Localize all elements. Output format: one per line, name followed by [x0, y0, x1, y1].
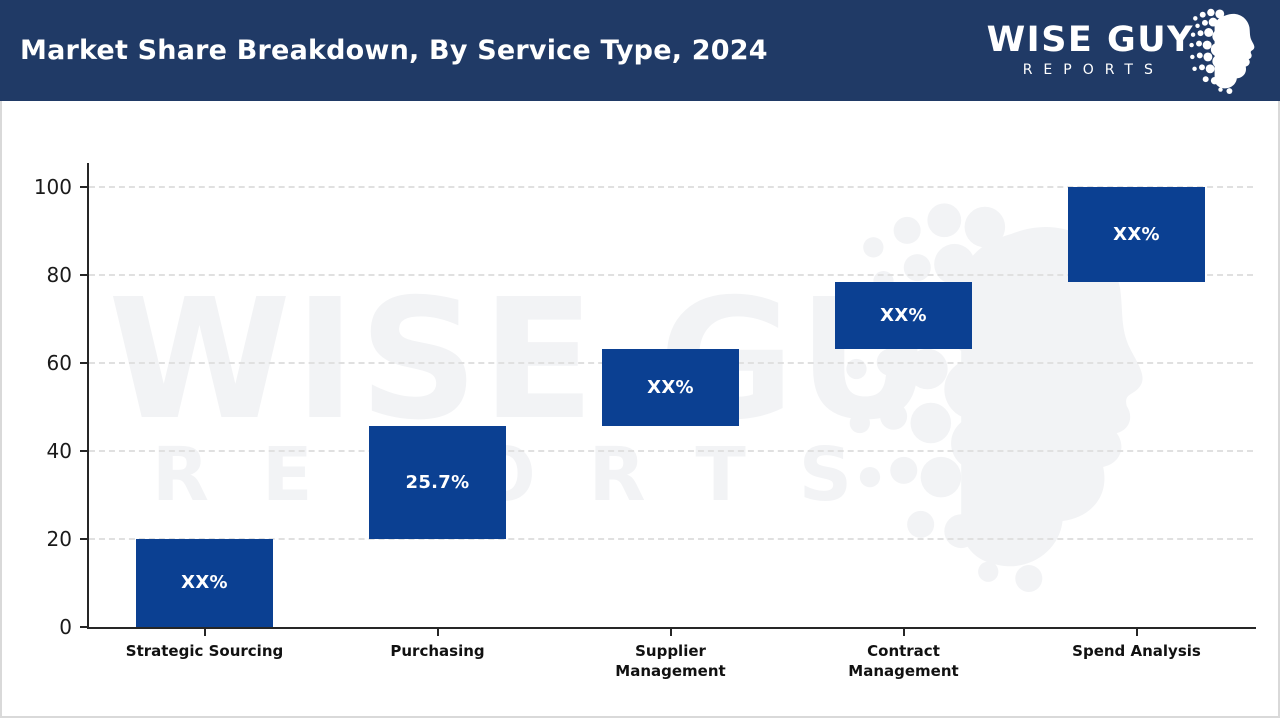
x-tick-mark: [1135, 629, 1138, 636]
y-axis-spine: [87, 163, 89, 629]
x-category-label-line: Management: [848, 662, 959, 680]
logo-subtext: REPORTS: [1022, 62, 1164, 78]
x-tick-mark: [436, 629, 439, 636]
x-category-label: Contract Management: [789, 641, 1019, 681]
y-tick-label: 40: [46, 438, 72, 463]
x-category-label-line: Strategic Sourcing: [125, 642, 284, 660]
x-category-label-line: Management: [615, 662, 726, 680]
x-tick-mark: [203, 629, 206, 636]
x-category-label: Purchasing: [323, 641, 553, 661]
x-tick-mark: [902, 629, 905, 636]
x-tick-mark: [669, 629, 672, 636]
y-tick-mark: [80, 185, 88, 188]
bar-value-label: XX%: [880, 305, 927, 327]
logo-text: WISE GUY REPORTS: [986, 20, 1194, 79]
bar: 25.7%: [369, 425, 506, 539]
bar-value-label: XX%: [1113, 223, 1160, 245]
x-category-label-line: Supplier: [635, 642, 706, 660]
y-tick-mark: [80, 537, 88, 540]
y-tick-label: 20: [46, 526, 72, 551]
header-band: Market Share Breakdown, By Service Type,…: [0, 0, 1280, 101]
y-tick-label: 60: [46, 350, 72, 375]
bar: XX%: [136, 538, 273, 627]
y-tick-label: 0: [59, 615, 72, 639]
x-category-label-line: Spend Analysis: [1072, 642, 1201, 660]
y-tick-label: 100: [33, 174, 72, 199]
gridline: [89, 449, 1253, 452]
x-axis-spine: [87, 627, 1256, 629]
x-category-label-line: Purchasing: [390, 642, 485, 660]
y-tick-label: 80: [46, 262, 72, 287]
bar: XX%: [835, 282, 972, 350]
x-category-label: Strategic Sourcing: [90, 641, 320, 661]
x-category-label: Spend Analysis: [1022, 641, 1252, 661]
bar: XX%: [1068, 186, 1205, 283]
bar: XX%: [602, 349, 739, 426]
x-category-label: Supplier Management: [556, 641, 786, 681]
y-tick-mark: [80, 626, 88, 628]
bar-value-label: XX%: [181, 572, 228, 594]
logo-wordmark: WISE GUY: [986, 20, 1194, 60]
gridline: [89, 185, 1253, 188]
brand-logo: WISE GUY REPORTS: [987, 8, 1266, 94]
chart-border: [0, 101, 1280, 718]
x-category-label-line: Contract: [867, 642, 940, 660]
gridline: [89, 537, 1253, 540]
page-title: Market Share Breakdown, By Service Type,…: [20, 35, 768, 66]
bar-value-label: XX%: [647, 377, 694, 399]
bar-value-label: 25.7%: [405, 471, 470, 493]
gridline: [89, 273, 1253, 276]
y-tick-mark: [80, 273, 88, 276]
y-tick-mark: [80, 361, 88, 364]
y-tick-mark: [80, 449, 88, 452]
